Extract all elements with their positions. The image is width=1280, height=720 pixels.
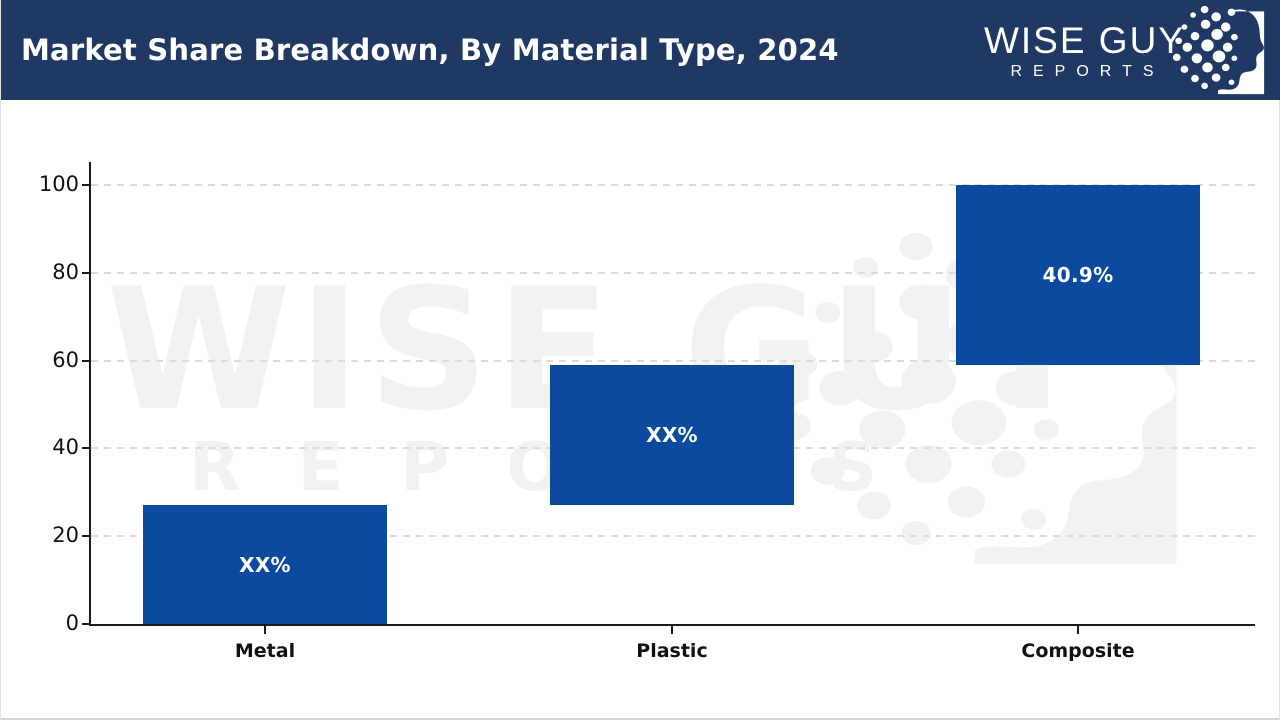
x-category-label-metal: Metal <box>234 640 296 662</box>
x-tick-mark <box>671 626 673 634</box>
y-tick-mark <box>82 359 90 362</box>
waterfall-chart: 0 20 40 60 80 100 XX% Metal XX% Plastic 40.9% Compo… <box>1 100 1280 720</box>
x-category-label-plastic: Plastic <box>636 640 708 662</box>
y-tick-mark <box>82 184 90 186</box>
y-tick-label: 20 <box>52 523 79 548</box>
bar-plastic: XX% <box>550 364 794 506</box>
x-tick-mark <box>264 626 266 634</box>
logo-wordmark: WISE GUY <box>983 19 1185 61</box>
x-axis <box>89 624 1255 626</box>
logo-subtitle: REPORTS <box>1010 62 1165 80</box>
gridline-y-20 <box>91 535 1255 538</box>
x-category-label-composite: Composite <box>1021 640 1135 662</box>
gridline-y-80 <box>91 271 1255 274</box>
y-tick-label: 60 <box>52 347 79 372</box>
gridline-y-100 <box>91 184 1255 186</box>
bar-value-label: XX% <box>239 552 291 577</box>
header-banner: Market Share Breakdown, By Material Type… <box>1 0 1280 100</box>
y-tick-label: 0 <box>65 611 79 635</box>
bar-composite: 40.9% <box>956 185 1200 365</box>
y-tick-mark <box>82 535 90 538</box>
gridline-y-60 <box>91 359 1255 362</box>
wise-guy-reports-logo: WISE GUY REPORTS <box>984 4 1280 96</box>
y-tick-label: 40 <box>52 435 79 460</box>
y-tick-label: 80 <box>52 259 79 284</box>
logo-text: WISE GUY REPORTS <box>984 20 1185 81</box>
bar-value-label: XX% <box>646 423 698 447</box>
x-tick-mark <box>1077 626 1079 634</box>
bar-value-label: 40.9% <box>1042 262 1114 287</box>
y-tick-mark <box>82 447 90 450</box>
chart-title: Market Share Breakdown, By Material Type… <box>21 33 839 67</box>
y-tick-label: 100 <box>38 172 79 196</box>
y-tick-mark <box>82 271 90 274</box>
y-axis <box>89 162 91 625</box>
bar-metal: XX% <box>143 505 387 624</box>
dotted-face-icon <box>1171 4 1267 96</box>
y-tick-mark <box>82 623 90 625</box>
